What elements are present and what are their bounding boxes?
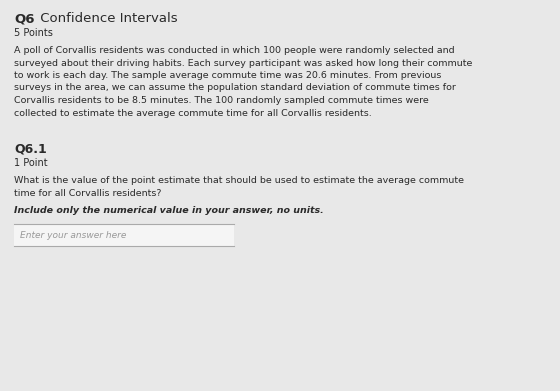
- Text: Confidence Intervals: Confidence Intervals: [36, 12, 178, 25]
- Text: 5 Points: 5 Points: [14, 28, 53, 38]
- Text: Enter your answer here: Enter your answer here: [20, 231, 127, 240]
- Text: Q6: Q6: [14, 12, 35, 25]
- Text: What is the value of the point estimate that should be used to estimate the aver: What is the value of the point estimate …: [14, 176, 464, 197]
- Text: Include only the numerical value in your answer, no units.: Include only the numerical value in your…: [14, 206, 324, 215]
- Bar: [14, 224, 234, 246]
- Text: Q6.1: Q6.1: [14, 142, 46, 155]
- Text: 1 Point: 1 Point: [14, 158, 48, 168]
- Text: A poll of Corvallis residents was conducted in which 100 people were randomly se: A poll of Corvallis residents was conduc…: [14, 46, 473, 118]
